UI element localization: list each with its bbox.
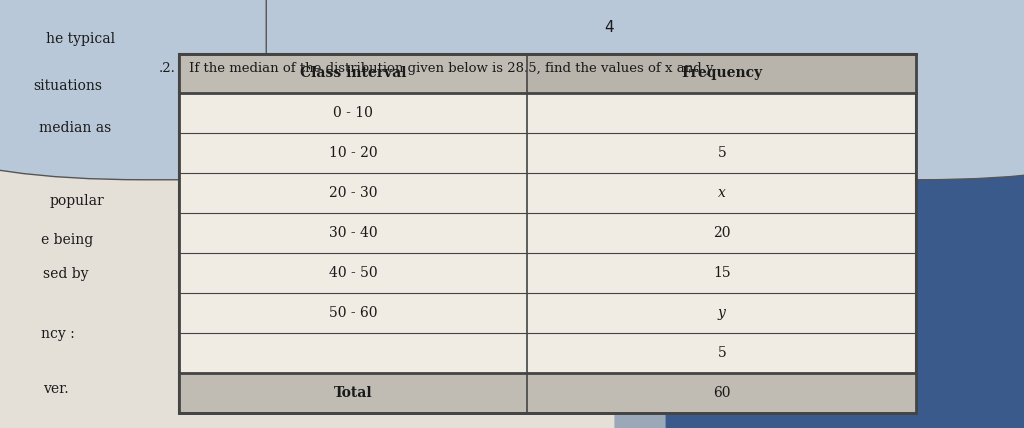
Text: popular: popular (49, 194, 103, 208)
Text: Total: Total (334, 386, 373, 400)
Text: 30 - 40: 30 - 40 (329, 226, 378, 240)
Text: y: y (718, 306, 726, 320)
Text: 5: 5 (718, 346, 726, 360)
Text: 4: 4 (604, 20, 614, 36)
Text: 50 - 60: 50 - 60 (329, 306, 378, 320)
Text: situations: situations (33, 79, 101, 92)
Bar (179, 54, 916, 413)
Text: 15: 15 (713, 266, 731, 280)
Text: Frequency: Frequency (681, 66, 763, 80)
Bar (527, 54, 916, 93)
Text: 20 - 30: 20 - 30 (329, 186, 378, 200)
Text: sed by: sed by (43, 267, 88, 281)
Text: 5: 5 (718, 146, 726, 160)
FancyBboxPatch shape (266, 0, 1024, 180)
FancyBboxPatch shape (614, 0, 1024, 428)
Text: median as: median as (39, 122, 112, 135)
Text: e being: e being (41, 233, 93, 247)
Text: 10 - 20: 10 - 20 (329, 146, 378, 160)
FancyBboxPatch shape (666, 0, 1024, 428)
Text: 60: 60 (713, 386, 731, 400)
Text: 20: 20 (713, 226, 731, 240)
Text: ncy :: ncy : (41, 327, 75, 341)
Text: 40 - 50: 40 - 50 (329, 266, 378, 280)
Text: he typical: he typical (46, 32, 116, 45)
Text: x: x (718, 186, 726, 200)
Bar (179, 373, 916, 413)
Text: .2.: .2. (159, 62, 175, 75)
Bar (179, 54, 916, 413)
Text: ver.: ver. (43, 383, 69, 396)
FancyBboxPatch shape (0, 0, 492, 428)
Text: If the median of the distribution given below is 28.5, find the values of x and : If the median of the distribution given … (189, 62, 717, 75)
FancyBboxPatch shape (0, 0, 881, 180)
Text: Class interval: Class interval (300, 66, 407, 80)
Text: 0 - 10: 0 - 10 (334, 107, 373, 120)
Bar (179, 54, 916, 93)
